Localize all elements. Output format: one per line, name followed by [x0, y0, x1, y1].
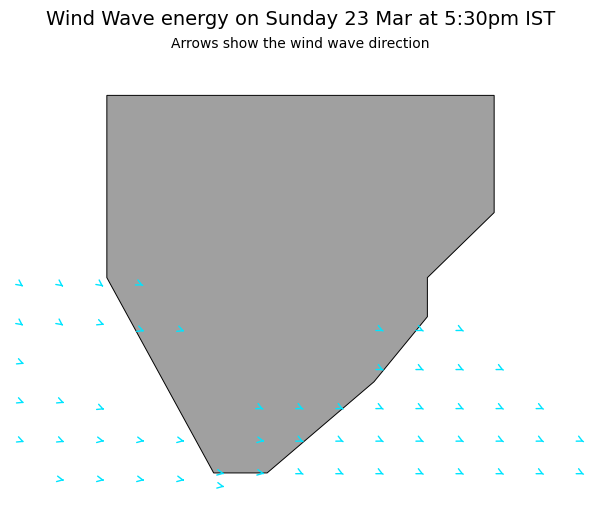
Text: Wind Wave energy on Sunday 23 Mar at 5:30pm IST: Wind Wave energy on Sunday 23 Mar at 5:3… [46, 10, 555, 29]
Text: Arrows show the wind wave direction: Arrows show the wind wave direction [171, 37, 430, 51]
Polygon shape [107, 95, 494, 473]
